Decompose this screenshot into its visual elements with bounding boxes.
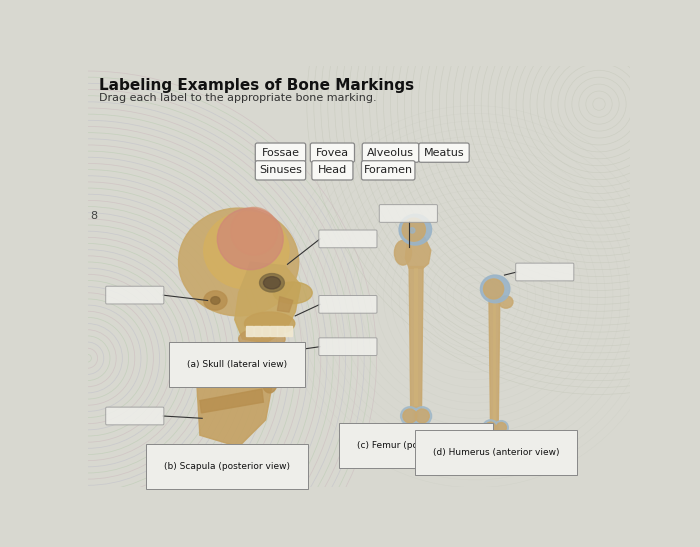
Text: Drag each label to the appropriate bone marking.: Drag each label to the appropriate bone … [99, 94, 377, 103]
Text: (a) Skull (lateral view): (a) Skull (lateral view) [187, 360, 287, 369]
Polygon shape [277, 296, 293, 312]
Ellipse shape [403, 409, 417, 423]
Ellipse shape [244, 312, 295, 335]
Ellipse shape [485, 422, 496, 433]
Ellipse shape [413, 407, 432, 425]
Bar [270, 326, 276, 336]
Ellipse shape [402, 218, 426, 241]
Text: Foramen: Foramen [363, 165, 413, 176]
Text: (d) Humerus (anterior view): (d) Humerus (anterior view) [433, 449, 559, 457]
Text: Sinuses: Sinuses [259, 165, 302, 176]
Ellipse shape [399, 214, 432, 245]
Text: Alveolus: Alveolus [367, 148, 414, 158]
FancyBboxPatch shape [361, 161, 415, 180]
FancyBboxPatch shape [379, 205, 438, 222]
Ellipse shape [494, 421, 508, 434]
Ellipse shape [204, 291, 227, 310]
FancyBboxPatch shape [318, 295, 377, 313]
FancyBboxPatch shape [516, 263, 574, 281]
FancyBboxPatch shape [310, 143, 354, 162]
FancyBboxPatch shape [318, 338, 377, 356]
FancyBboxPatch shape [106, 286, 164, 304]
Polygon shape [200, 389, 263, 413]
Polygon shape [409, 266, 423, 408]
Ellipse shape [262, 370, 277, 393]
FancyBboxPatch shape [318, 230, 377, 248]
Ellipse shape [217, 208, 284, 270]
Text: 8: 8 [90, 211, 97, 221]
Text: Head: Head [318, 165, 347, 176]
Text: Meatus: Meatus [424, 148, 464, 158]
FancyBboxPatch shape [419, 143, 469, 162]
Ellipse shape [394, 241, 412, 265]
Ellipse shape [260, 274, 284, 292]
Ellipse shape [499, 296, 513, 308]
Bar [285, 326, 292, 336]
FancyBboxPatch shape [312, 161, 353, 180]
FancyBboxPatch shape [256, 143, 306, 162]
Polygon shape [489, 296, 500, 424]
Ellipse shape [211, 296, 220, 304]
Ellipse shape [415, 409, 429, 423]
Text: (b) Scapula (posterior view): (b) Scapula (posterior view) [164, 462, 290, 471]
Polygon shape [196, 358, 274, 447]
Ellipse shape [263, 277, 281, 289]
Ellipse shape [496, 422, 506, 433]
Polygon shape [405, 237, 430, 268]
Ellipse shape [204, 212, 289, 289]
Ellipse shape [178, 208, 299, 316]
Polygon shape [234, 262, 300, 343]
Text: Fovea: Fovea [316, 148, 349, 158]
Ellipse shape [410, 228, 415, 233]
Bar [246, 326, 253, 336]
Bar [262, 326, 269, 336]
Ellipse shape [400, 407, 419, 425]
Bar [277, 326, 284, 336]
FancyBboxPatch shape [106, 407, 164, 425]
Ellipse shape [480, 275, 510, 303]
Bar [254, 326, 261, 336]
Ellipse shape [484, 279, 504, 299]
FancyBboxPatch shape [362, 143, 419, 162]
Ellipse shape [239, 328, 285, 350]
Ellipse shape [274, 282, 312, 304]
Text: Labeling Examples of Bone Markings: Labeling Examples of Bone Markings [99, 78, 414, 93]
Ellipse shape [483, 420, 498, 435]
FancyBboxPatch shape [256, 161, 306, 180]
Ellipse shape [231, 207, 277, 255]
Text: (c) Femur (posterior view): (c) Femur (posterior view) [357, 441, 475, 450]
Text: Fossae: Fossae [262, 148, 300, 158]
Polygon shape [219, 358, 251, 377]
